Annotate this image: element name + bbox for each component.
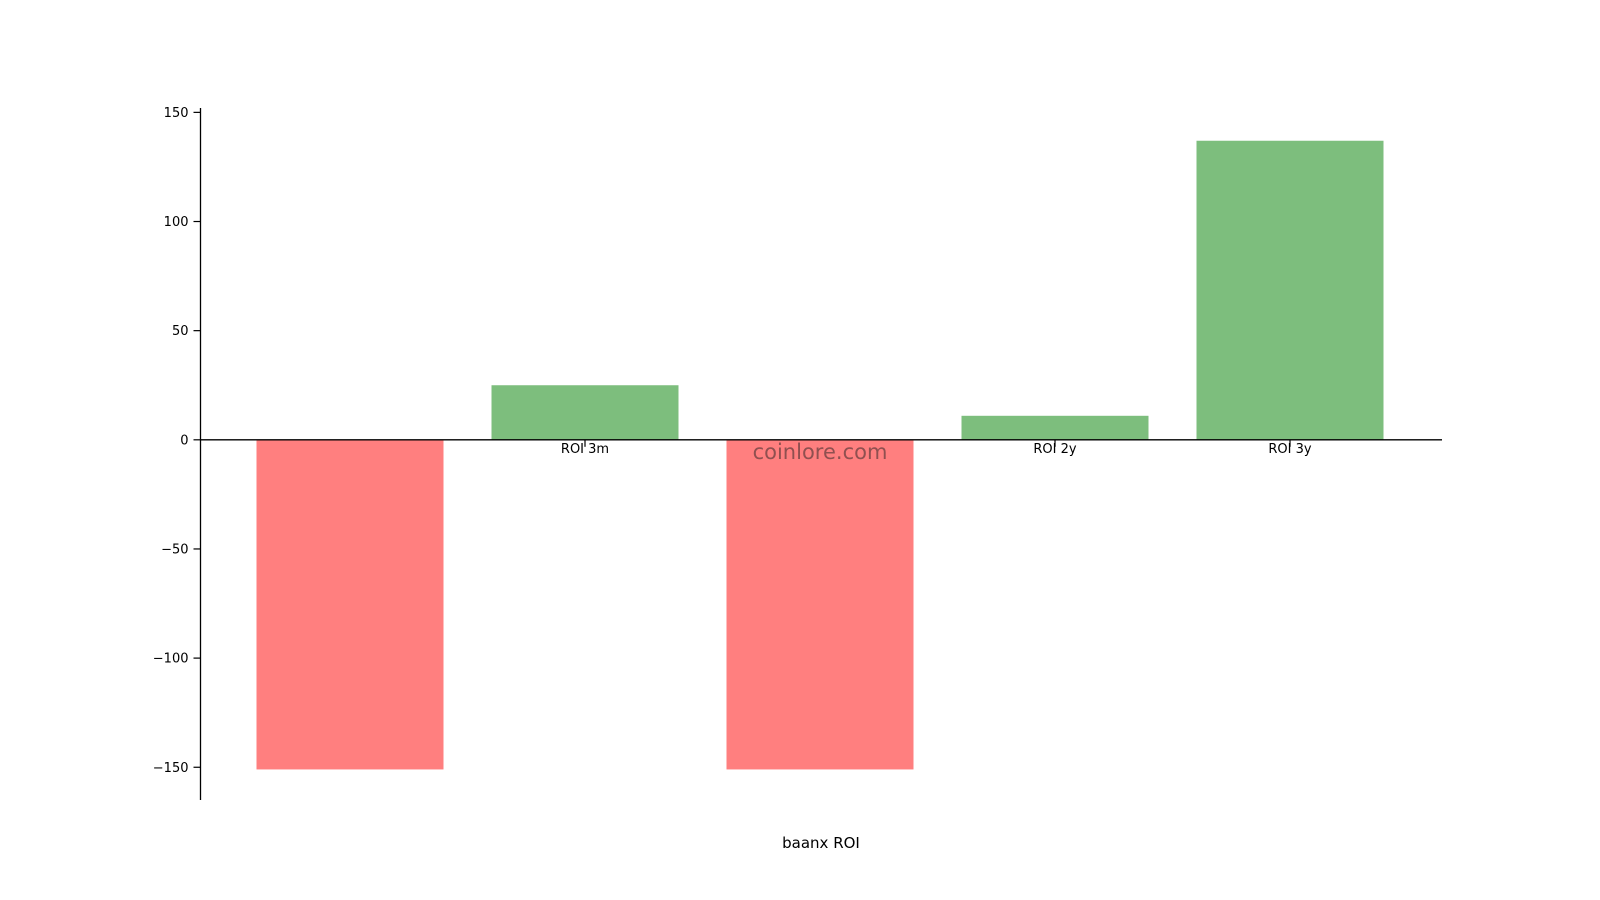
y-tick-label: −100: [153, 652, 189, 667]
y-tick-label: −50: [161, 542, 188, 557]
y-tick-label: 50: [172, 324, 189, 339]
y-tick-label: 150: [164, 106, 189, 121]
bar-5: [1196, 140, 1384, 440]
bar-2: [491, 385, 679, 440]
x-tick-label: ROI 2y: [1033, 442, 1077, 457]
x-tick-label: ROI 3m: [561, 442, 609, 457]
bar-1: [256, 439, 444, 770]
x-tick-label: ROI 3y: [1268, 442, 1312, 457]
y-tick-label: −150: [153, 761, 189, 776]
y-tick-label: 100: [164, 215, 189, 230]
bar-4: [961, 415, 1149, 440]
bar-3: [726, 439, 914, 770]
y-tick-label: 0: [180, 433, 188, 448]
